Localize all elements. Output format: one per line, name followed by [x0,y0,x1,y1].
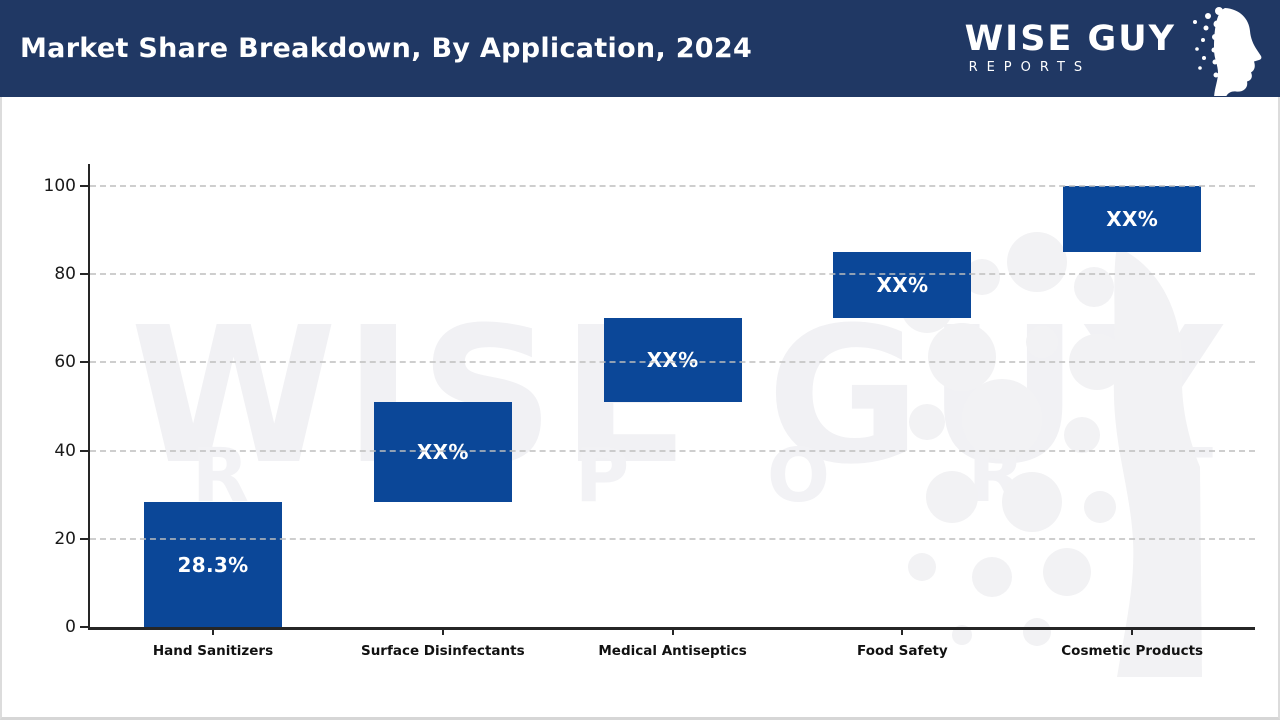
bar-surface-disinfectants: XX% [373,402,512,503]
bar-food-safety: XX% [833,252,972,319]
y-tick-mark [80,185,88,188]
x-tick-mark [1131,629,1134,635]
head-dots-icon [1193,6,1262,96]
gridline-20 [90,537,1255,540]
bar-value-label: XX% [416,440,469,465]
header: Market Share Breakdown, By Application, … [0,0,1280,97]
watermark-head-dots-icon [901,232,1202,677]
y-tick-label: 40 [54,440,76,461]
y-tick-mark [80,273,88,276]
y-tick-label: 20 [54,528,76,549]
x-tick-mark [901,629,904,635]
bar-value-label: XX% [1106,207,1159,232]
y-tick-label: 60 [54,352,76,373]
logo-line2: REPORTS [968,60,1092,75]
x-category-label-cosmetic-products: Cosmetic Products [1061,643,1204,659]
logo-line1: WISE GUY [964,19,1176,59]
y-tick-label: 0 [65,617,76,637]
bar-value-label: XX% [646,348,699,373]
y-tick-label: 100 [43,176,76,197]
y-tick-label: 80 [54,264,76,285]
x-category-label-hand-sanitizers: Hand Sanitizers [152,643,274,659]
x-axis-spine [88,627,1255,630]
x-tick-mark [441,629,444,635]
y-tick-mark [80,361,88,364]
chart-area: WISE GUY R E P O R T S 02040608010028.3%… [0,97,1280,720]
x-category-label-surface-disinfectants: Surface Disinfectants [360,643,525,659]
page-title: Market Share Breakdown, By Application, … [20,33,753,64]
y-axis-spine [88,164,90,629]
x-tick-mark [671,629,674,635]
bar-medical-antiseptics: XX% [603,318,742,403]
x-category-label-food-safety: Food Safety [857,643,948,659]
y-tick-mark [80,449,88,452]
x-category-label-medical-antiseptics: Medical Antiseptics [598,643,747,659]
x-tick-mark [212,629,214,635]
bar-value-label: 28.3% [177,552,249,577]
gridline-40 [90,449,1255,452]
bar-hand-sanitizers: 28.3% [144,502,282,627]
gridline-80 [90,273,1255,276]
gridline-60 [90,361,1255,364]
logo-wordmark: WISE GUY REPORTS [964,19,1176,76]
y-tick-mark [80,537,88,540]
wise-guy-logo: WISE GUY REPORTS [965,2,1266,96]
y-tick-mark [80,626,88,628]
gridline-100 [90,185,1255,188]
bar-cosmetic-products: XX% [1063,186,1202,253]
bar-value-label: XX% [876,273,929,298]
